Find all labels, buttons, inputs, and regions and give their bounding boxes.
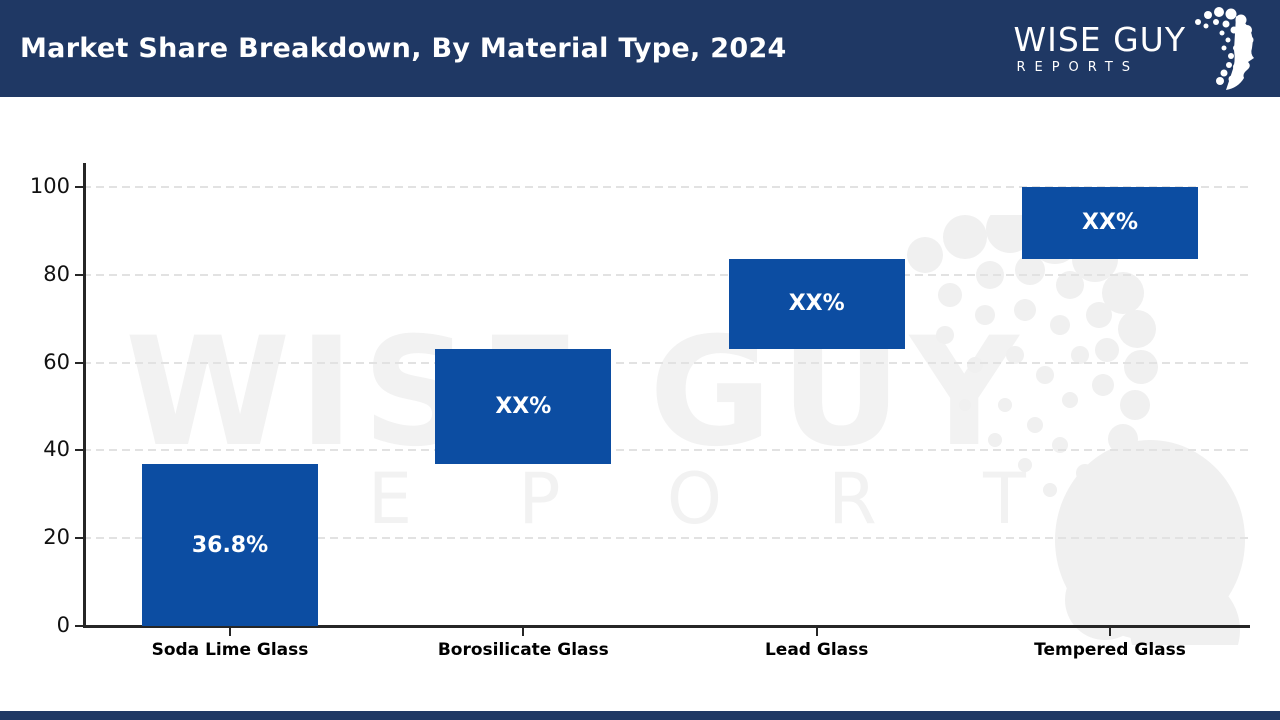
bar-borosilicate-glass: XX% [435, 348, 612, 465]
y-tick-label: 40 [43, 437, 70, 462]
logo-line1: WISE GUY [1013, 19, 1186, 59]
y-tick-label: 60 [43, 349, 70, 374]
bar-value-label: 36.8% [191, 532, 269, 558]
x-tick [522, 628, 525, 636]
page-title: Market Share Breakdown, By Material Type… [20, 33, 787, 64]
x-axis-label: Lead Glass [764, 640, 869, 660]
bar-soda-lime-glass: 36.8% [142, 464, 318, 626]
y-tick-label: 80 [43, 261, 70, 286]
watermark-subtext: R E P O R T S [213, 458, 1219, 540]
y-tick-label: 100 [29, 174, 70, 198]
y-tick-label: 20 [43, 525, 70, 550]
bar-tempered-glass: XX% [1022, 187, 1198, 259]
bar-lead-glass: XX% [728, 258, 905, 349]
logo-line2: REPORTS [1016, 59, 1140, 75]
x-tick [229, 628, 231, 636]
x-axis-label: Soda Lime Glass [151, 640, 309, 660]
x-axis-label: Tempered Glass [1034, 640, 1186, 660]
x-tick [1109, 628, 1111, 636]
footer-bar [0, 711, 1280, 720]
gridline [83, 449, 1250, 452]
y-tick [75, 361, 83, 364]
bar-value-label: XX% [495, 393, 552, 419]
gridline [83, 273, 1250, 276]
x-axis-label: Borosilicate Glass [437, 640, 609, 660]
y-axis-line [83, 163, 86, 628]
x-tick [815, 628, 818, 636]
y-tick [75, 537, 83, 540]
y-tick [75, 625, 83, 627]
logo-wordmark: WISE GUY REPORTS [1013, 23, 1186, 75]
y-tick [75, 186, 83, 188]
gridline [83, 186, 1250, 188]
logo-head-icon [1195, 6, 1254, 90]
header: Market Share Breakdown, By Material Type… [0, 0, 1280, 97]
gridline [83, 537, 1250, 540]
y-tick [75, 449, 83, 452]
x-axis-line [83, 625, 1250, 628]
wiseguy-logo: WISE GUY REPORTS [1013, 6, 1262, 92]
y-tick [75, 273, 83, 276]
y-tick-label: 0 [56, 613, 70, 637]
bar-value-label: XX% [1082, 210, 1138, 236]
gridline [83, 361, 1250, 364]
bar-value-label: XX% [788, 291, 845, 317]
